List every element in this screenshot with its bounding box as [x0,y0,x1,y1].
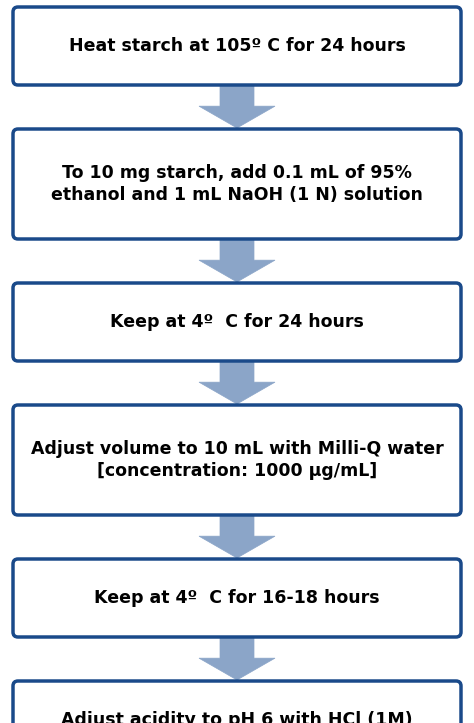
Polygon shape [199,240,275,282]
Polygon shape [199,638,275,680]
Text: Adjust volume to 10 mL with Milli-Q water
[concentration: 1000 μg/mL]: Adjust volume to 10 mL with Milli-Q wate… [31,440,443,480]
Text: Heat starch at 105º C for 24 hours: Heat starch at 105º C for 24 hours [69,37,405,55]
Text: To 10 mg starch, add 0.1 mL of 95%
ethanol and 1 mL NaOH (1 N) solution: To 10 mg starch, add 0.1 mL of 95% ethan… [51,164,423,204]
Text: Keep at 4º  C for 16-18 hours: Keep at 4º C for 16-18 hours [94,589,380,607]
Polygon shape [199,516,275,558]
Polygon shape [199,362,275,404]
Polygon shape [199,86,275,128]
Text: Adjust acidity to pH 6 with HCl (1M): Adjust acidity to pH 6 with HCl (1M) [61,711,413,723]
Text: Keep at 4º  C for 24 hours: Keep at 4º C for 24 hours [110,313,364,331]
FancyBboxPatch shape [13,681,461,723]
FancyBboxPatch shape [13,7,461,85]
FancyBboxPatch shape [13,559,461,637]
FancyBboxPatch shape [13,405,461,515]
FancyBboxPatch shape [13,129,461,239]
FancyBboxPatch shape [13,283,461,361]
